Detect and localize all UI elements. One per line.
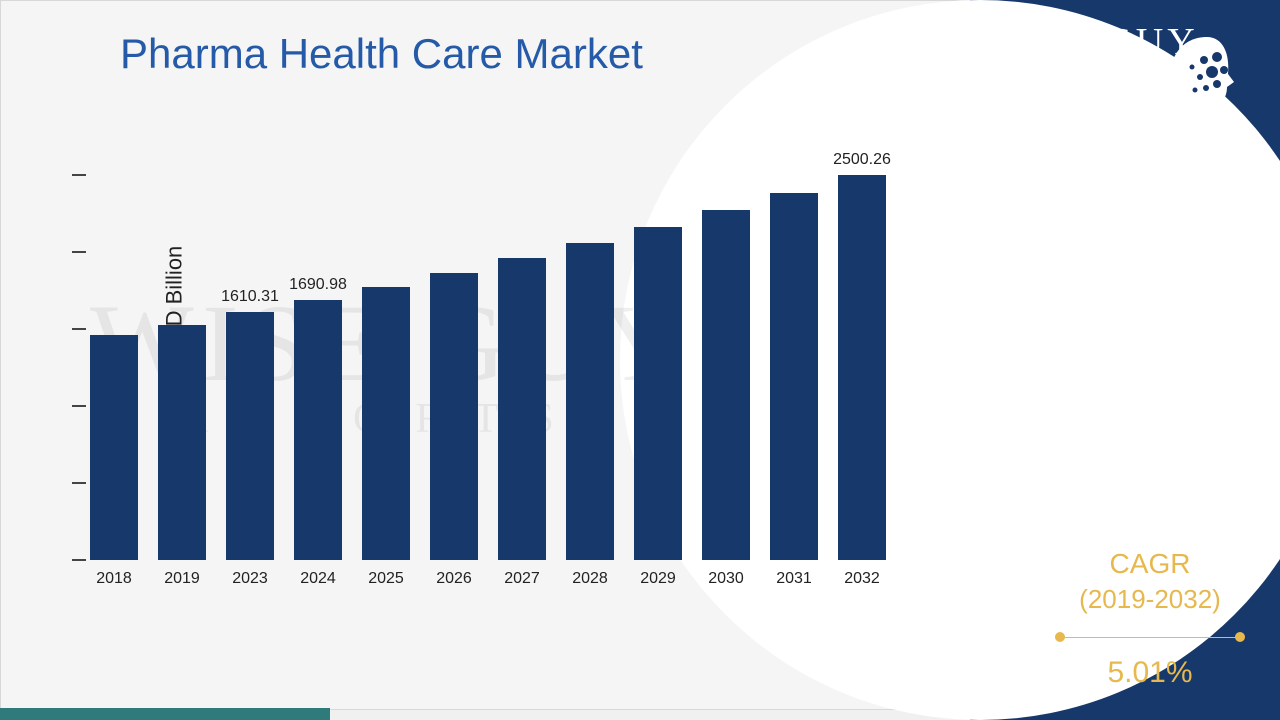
bar-plot-area: 1610.311690.982500.26 xyxy=(90,160,890,560)
x-tick-label: 2030 xyxy=(708,570,744,588)
x-tick-label: 2029 xyxy=(640,570,676,588)
bar xyxy=(294,300,342,560)
y-tick-mark xyxy=(72,174,86,176)
cagr-divider xyxy=(1060,637,1240,638)
bar xyxy=(430,273,478,560)
x-tick-label: 2027 xyxy=(504,570,540,588)
y-tick-mark xyxy=(72,405,86,407)
x-tick-label: 2025 xyxy=(368,570,404,588)
brand-logo: WISE GUY R E P O R T S xyxy=(982,20,1262,120)
bar xyxy=(702,210,750,560)
bar xyxy=(770,193,818,560)
x-tick-label: 2019 xyxy=(164,570,200,588)
x-tick-label: 2028 xyxy=(572,570,608,588)
bar-value-label: 2500.26 xyxy=(833,151,891,169)
cagr-title: CAGR xyxy=(1020,548,1280,580)
chart-title: Pharma Health Care Market xyxy=(120,30,643,78)
x-tick-label: 2026 xyxy=(436,570,472,588)
bar-value-label: 1690.98 xyxy=(289,276,347,294)
cagr-range: (2019-2032) xyxy=(1020,584,1280,615)
cagr-value: 5.01% xyxy=(1020,656,1280,690)
y-tick-mark xyxy=(72,559,86,561)
x-tick-label: 2032 xyxy=(844,570,880,588)
bar xyxy=(362,287,410,560)
bar xyxy=(90,335,138,560)
bottom-accent-bar xyxy=(0,708,330,720)
bar xyxy=(498,258,546,560)
head-icon xyxy=(1162,32,1252,127)
bar xyxy=(634,227,682,560)
y-tick-mark xyxy=(72,482,86,484)
bar-value-label: 1610.31 xyxy=(221,288,279,306)
cagr-box: CAGR (2019-2032) 5.01% xyxy=(1020,548,1280,690)
x-tick-label: 2023 xyxy=(232,570,268,588)
bar xyxy=(566,243,614,560)
x-tick-label: 2031 xyxy=(776,570,812,588)
y-tick-mark xyxy=(72,251,86,253)
bar xyxy=(838,175,886,560)
bar xyxy=(158,325,206,560)
stage: WISE GUY REPORTS Pharma Health Care Mark… xyxy=(0,0,1280,720)
bar xyxy=(226,312,274,560)
y-tick-mark xyxy=(72,328,86,330)
x-tick-label: 2018 xyxy=(96,570,132,588)
x-tick-label: 2024 xyxy=(300,570,336,588)
